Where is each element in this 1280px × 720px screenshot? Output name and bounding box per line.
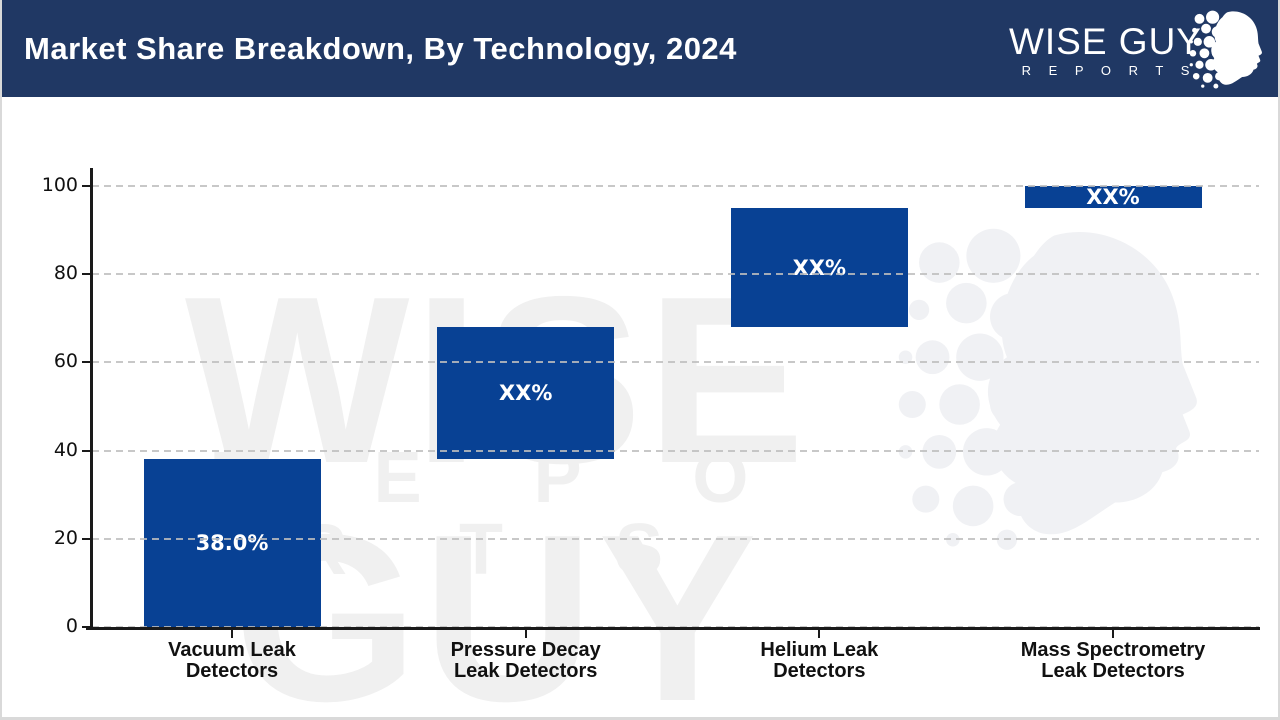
y-tick-label: 0	[65, 615, 78, 637]
x-axis-category-label-line: Vacuum Leak	[168, 639, 296, 661]
x-tick-mark	[231, 630, 233, 638]
x-axis-category-label: Pressure Decay Leak Detectors	[376, 640, 676, 682]
x-axis-category-label: Vacuum Leak Detectors	[82, 640, 382, 682]
y-tick-label: 60	[53, 350, 78, 373]
y-gridline	[92, 449, 1259, 452]
x-tick-mark	[524, 630, 527, 638]
y-tick-label: 100	[41, 174, 78, 196]
logo-secondary-text: R E P O R T S	[1021, 62, 1197, 78]
y-tick-label: 80	[53, 262, 78, 285]
bar-value-label: XX%	[792, 255, 847, 280]
wise-guy-logo: WISE GUY R E P O R T S	[1009, 6, 1272, 94]
bar-segment: XX%	[730, 208, 908, 328]
y-tick-mark	[82, 449, 90, 452]
x-tick-mark	[818, 630, 821, 638]
bar-segment: XX%	[1024, 185, 1202, 210]
y-tick-label: 20	[53, 526, 78, 549]
x-tick-mark	[1112, 630, 1114, 638]
y-gridline	[92, 273, 1259, 276]
y-tick-mark	[82, 537, 90, 540]
y-tick-mark	[82, 626, 90, 628]
y-gridline	[92, 361, 1259, 364]
x-axis-category-label: Mass Spectrometry Leak Detectors	[963, 640, 1263, 682]
x-axis-category-label-line: Detectors	[185, 660, 279, 682]
y-tick-mark	[82, 273, 90, 276]
x-axis-category-label-line: Leak Detectors	[453, 660, 598, 682]
y-axis-line	[90, 168, 93, 629]
x-axis-line	[86, 627, 1260, 630]
bar-value-label: 38.0%	[195, 531, 269, 556]
header-bar: Market Share Breakdown, By Technology, 2…	[2, 0, 1278, 97]
x-axis-category-label-line: Mass Spectrometry	[1020, 639, 1206, 661]
wiseguy-face-icon	[1189, 10, 1262, 89]
x-axis-category-label-line: Pressure Decay	[450, 639, 601, 661]
bar-value-label: XX%	[1086, 185, 1140, 210]
bar-value-label: XX%	[498, 381, 553, 406]
y-tick-label: 40	[53, 438, 78, 461]
page-title: Market Share Breakdown, By Technology, 2…	[24, 30, 737, 66]
y-tick-mark	[82, 185, 90, 187]
x-axis-category-label: Helium Leak Detectors	[669, 640, 969, 682]
y-tick-mark	[82, 361, 90, 364]
x-axis-category-label-line: Helium Leak	[760, 639, 879, 661]
y-gridline	[92, 537, 1259, 540]
logo-text: WISE GUY R E P O R T S	[1009, 23, 1202, 78]
x-axis-category-label-line: Detectors	[773, 660, 866, 682]
bar-segment: XX%	[437, 327, 615, 460]
x-axis-category-label-line: Leak Detectors	[1041, 660, 1185, 682]
y-gridline	[92, 185, 1259, 187]
logo-primary-text: WISE GUY	[1008, 20, 1202, 62]
bar-segment: 38.0%	[143, 459, 321, 627]
